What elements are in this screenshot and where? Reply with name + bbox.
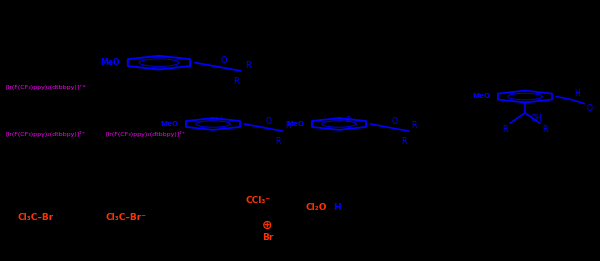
Text: R: R (245, 61, 251, 70)
Text: H: H (334, 203, 341, 212)
Text: •+: •+ (215, 115, 226, 124)
Text: MeO: MeO (101, 58, 120, 67)
Text: O: O (265, 117, 271, 126)
Text: [Ir(F(CF₃)ppy)₂(dtbbpy)]²⁺: [Ir(F(CF₃)ppy)₂(dtbbpy)]²⁺ (6, 132, 86, 137)
Text: ⊕: ⊕ (262, 219, 272, 232)
Text: [Ir(F(CF₃)ppy)₂(dtbbpy)]²⁺: [Ir(F(CF₃)ppy)₂(dtbbpy)]²⁺ (105, 132, 185, 137)
Text: R: R (502, 125, 508, 134)
Text: MeO: MeO (287, 121, 305, 127)
Text: O: O (587, 104, 593, 113)
Text: Cl₂O: Cl₂O (306, 203, 328, 212)
Text: R: R (275, 137, 281, 146)
Text: H: H (574, 89, 580, 98)
Text: R: R (412, 121, 417, 130)
Text: O: O (391, 117, 397, 126)
Text: R: R (286, 121, 291, 130)
Text: R: R (401, 137, 407, 146)
Text: Br: Br (262, 233, 274, 242)
Text: [Ir(F(CF₃)ppy)₂(dtbbpy)]⁺*: [Ir(F(CF₃)ppy)₂(dtbbpy)]⁺* (6, 85, 86, 90)
Text: R: R (542, 125, 548, 134)
Text: ⊕: ⊕ (344, 115, 352, 124)
Text: Cl₃C–Br⁻: Cl₃C–Br⁻ (105, 213, 146, 222)
Text: CCl₃⁻: CCl₃⁻ (246, 197, 271, 205)
Text: OH: OH (531, 114, 542, 123)
Text: O: O (220, 56, 227, 65)
Text: R: R (233, 77, 239, 86)
Text: MeO: MeO (161, 121, 179, 127)
Text: MeO: MeO (473, 93, 491, 99)
Text: Cl₃C–Br: Cl₃C–Br (18, 213, 54, 222)
